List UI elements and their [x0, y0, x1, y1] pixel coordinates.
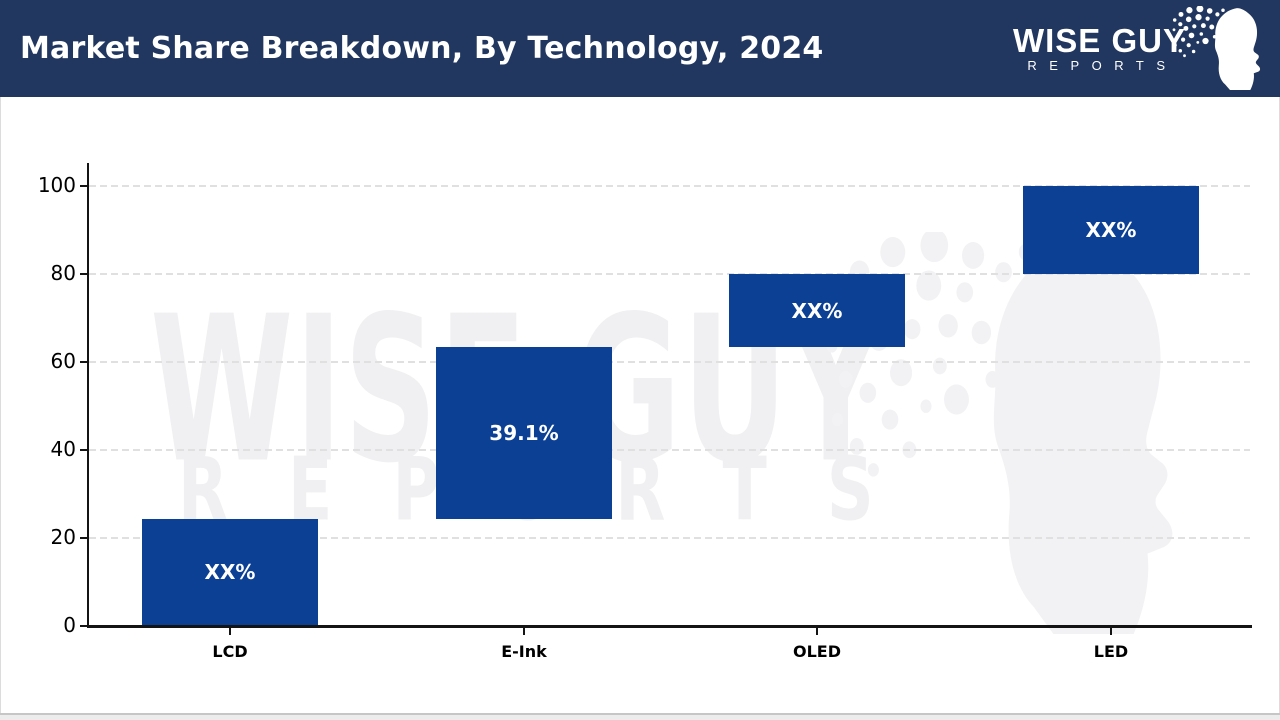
page-left-border: [0, 97, 1, 720]
gridline-y-60: [89, 361, 1250, 363]
brand-subtitle: REPORTS: [1027, 58, 1178, 73]
bar-LED: [1023, 186, 1199, 275]
brand-logo: WISE GUY REPORTS: [1013, 6, 1264, 90]
footer-strip: [0, 713, 1280, 720]
y-tick-label-60: 60: [50, 349, 76, 373]
chart-title: Market Share Breakdown, By Technology, 2…: [20, 31, 824, 66]
y-tick-0: [80, 625, 88, 627]
x-tick-E-Ink: [523, 628, 525, 635]
header-bar: Market Share Breakdown, By Technology, 2…: [0, 0, 1280, 97]
x-axis-line: [87, 625, 1252, 628]
x-tick-OLED: [816, 628, 818, 635]
x-tick-LCD: [229, 628, 231, 635]
bar-LCD: [142, 518, 318, 626]
brand-name: WISE GUY: [1012, 22, 1186, 59]
bar-value-label-LED: XX%: [1085, 218, 1137, 243]
y-tick-label-0: 0: [63, 613, 76, 637]
brand-logo-text: WISE GUY REPORTS: [1013, 23, 1186, 73]
y-tick-label-40: 40: [50, 437, 76, 461]
gridline-y-20: [89, 537, 1250, 539]
gridline-y-40: [89, 449, 1250, 451]
gridline-y-80: [89, 273, 1250, 275]
bar-value-label-E-Ink: 39.1%: [489, 420, 559, 445]
x-category-label-LED: LED: [1093, 642, 1129, 661]
gridline-y-100: [89, 185, 1250, 187]
y-tick-100: [80, 185, 88, 187]
y-tick-60: [80, 361, 88, 363]
x-category-label-E-Ink: E-Ink: [501, 642, 547, 661]
y-tick-label-20: 20: [50, 525, 76, 549]
bar-value-label-OLED: XX%: [791, 298, 843, 323]
y-tick-20: [80, 537, 88, 539]
x-tick-LED: [1110, 628, 1112, 635]
bar-E-Ink: [436, 346, 612, 519]
wiseguy-face-icon: [1172, 6, 1261, 90]
y-tick-40: [80, 449, 88, 451]
y-axis-line: [87, 163, 89, 628]
x-category-label-LCD: LCD: [212, 642, 248, 661]
y-tick-label-100: 100: [37, 173, 76, 197]
bar-value-label-LCD: XX%: [204, 560, 256, 585]
y-tick-label-80: 80: [50, 261, 76, 285]
x-category-label-OLED: OLED: [792, 642, 841, 661]
y-tick-80: [80, 273, 88, 275]
bar-OLED: [729, 274, 905, 347]
